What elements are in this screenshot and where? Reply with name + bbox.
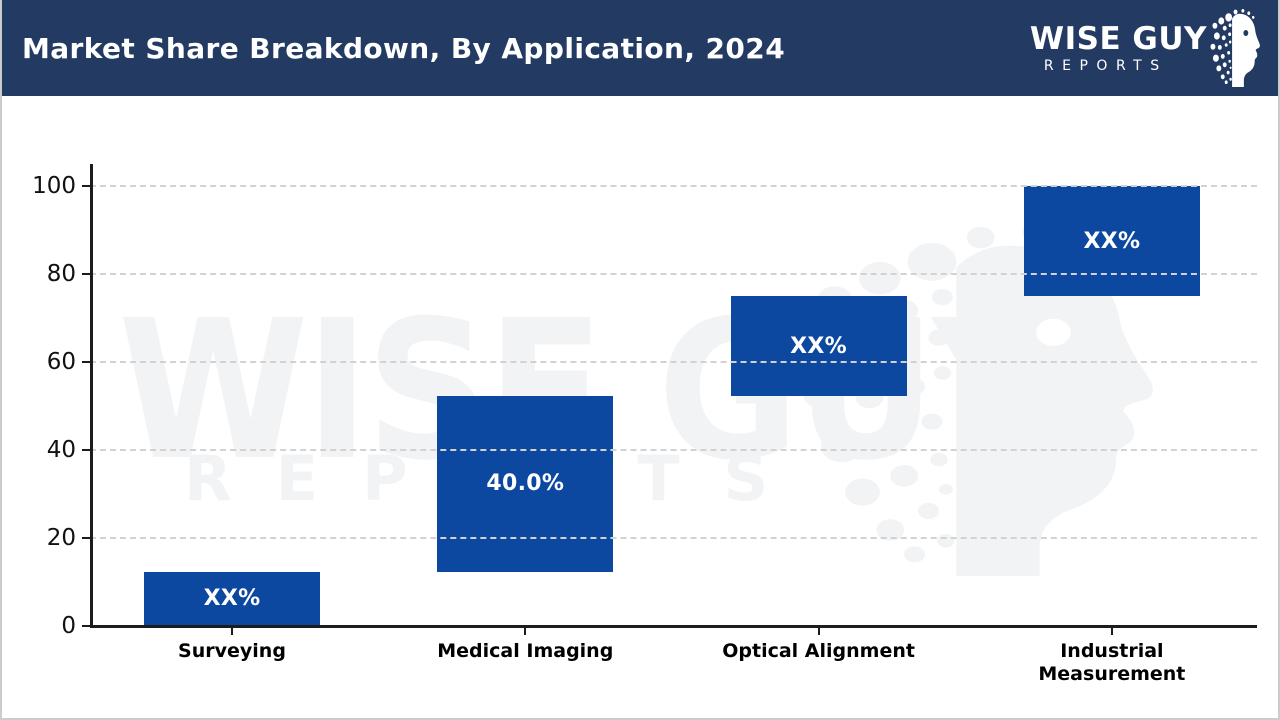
x-tick-mark <box>524 628 527 635</box>
gridline-80 <box>90 273 1257 275</box>
x-tick-mark <box>817 628 820 635</box>
logo-brand-name: WISE GUY <box>1029 20 1207 57</box>
header-bar: Market Share Breakdown, By Application, … <box>2 0 1278 96</box>
y-tick-mark <box>82 273 90 275</box>
y-tick-label: 0 <box>61 613 76 639</box>
y-tick-mark <box>82 449 90 451</box>
x-tick-mark <box>231 628 233 635</box>
y-tick-mark <box>82 185 90 187</box>
x-category-label: Industrial Measurement <box>1038 640 1186 686</box>
bar-medical-imaging: 40.0% <box>437 395 614 572</box>
x-category-label: Medical Imaging <box>437 640 614 662</box>
gridline-100 <box>90 185 1257 187</box>
bar-value-label: XX% <box>1083 228 1141 254</box>
gridline-60 <box>90 361 1257 363</box>
bar-value-label: XX% <box>790 333 848 359</box>
bar-surveying: XX% <box>144 571 320 626</box>
bar-industrial-measurement: XX% <box>1023 186 1200 297</box>
y-axis-spine <box>90 164 93 628</box>
x-axis-spine <box>90 625 1257 628</box>
y-tick-label: 80 <box>46 261 76 287</box>
x-category-label: Surveying <box>178 640 286 662</box>
y-tick-label: 60 <box>46 349 76 375</box>
logo-text: WISE GUY REPORTS <box>1029 20 1207 74</box>
bar-value-label: 40.0% <box>486 471 565 497</box>
logo-brand-subtitle: REPORTS <box>1043 57 1168 74</box>
gridline-20 <box>90 537 1257 539</box>
x-category-label: Optical Alignment <box>722 640 915 662</box>
chart-title: Market Share Breakdown, By Application, … <box>22 31 786 65</box>
y-tick-label: 40 <box>46 437 76 463</box>
bar-optical-alignment: XX% <box>730 296 907 396</box>
x-tick-mark <box>1110 628 1113 635</box>
bar-value-label: XX% <box>203 586 261 612</box>
y-tick-mark <box>82 537 90 539</box>
wise-guy-logo: WISE GUY REPORTS <box>1030 9 1264 87</box>
y-tick-label: 20 <box>46 525 76 551</box>
y-tick-mark <box>82 361 90 363</box>
wise-guy-head-icon <box>1210 9 1260 87</box>
y-tick-mark <box>82 625 90 627</box>
gridline-40 <box>90 449 1257 451</box>
y-tick-label: 100 <box>32 173 76 199</box>
